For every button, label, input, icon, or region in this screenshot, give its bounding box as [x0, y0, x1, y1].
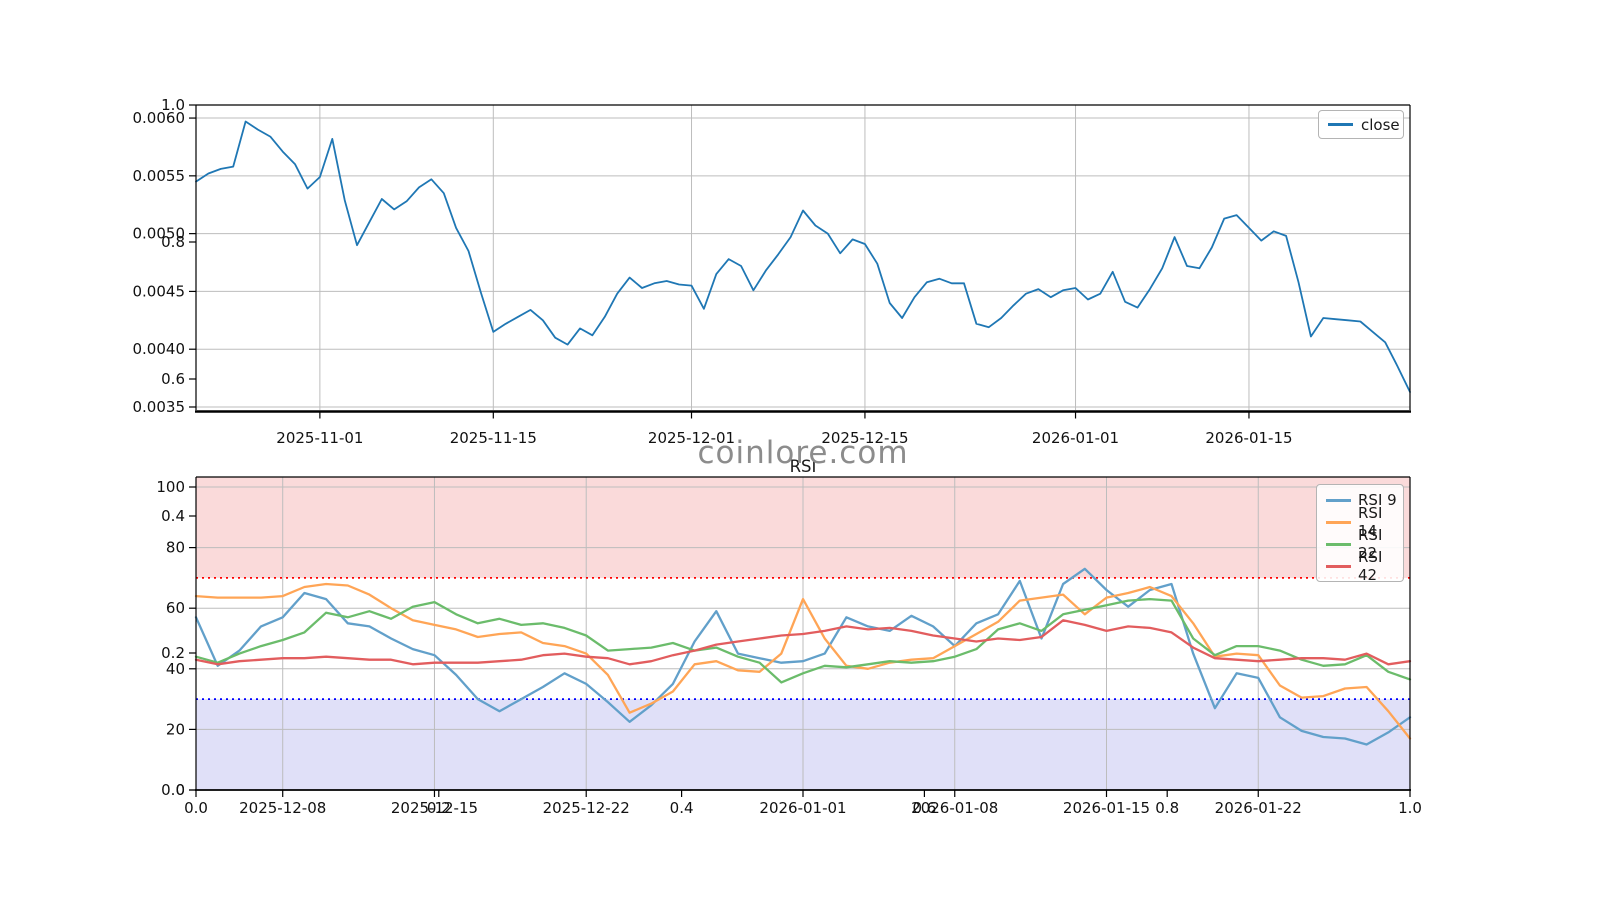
y-tick-label: 0.0040	[133, 340, 186, 358]
x-tick-label: 2025-12-08	[239, 799, 326, 817]
rsi-14-swatch	[1326, 520, 1351, 524]
x-tick-label: 2025-12-22	[543, 799, 630, 817]
rsi-subplot-title: RSI	[790, 457, 817, 476]
rsi-9-legend-label: RSI 9	[1358, 491, 1397, 509]
rsi-9-swatch	[1326, 498, 1351, 502]
rsi-22-legend-label: RSI 22	[1358, 526, 1383, 562]
x-tick-label: 2025-12-01	[648, 429, 735, 447]
y-tick-label: 0.0045	[133, 282, 186, 300]
bg-axis-y-tick-label: 1.0	[161, 96, 185, 114]
bg-axis-y-tick-label: 0.4	[161, 507, 185, 525]
bg-axis-y-tick-label: 0.2	[161, 644, 185, 662]
bg-axis-x-tick-label: 0.2	[427, 799, 451, 817]
y-tick-label: 40	[166, 660, 185, 678]
bg-axis-x-tick-label: 1.0	[1398, 799, 1422, 817]
rsi-legend: RSI 9 RSI 14 RSI 22 RSI 42	[1316, 484, 1404, 584]
x-tick-label: 2026-01-22	[1215, 799, 1302, 817]
y-tick-label: 0.0055	[133, 167, 186, 185]
x-tick-label: 2025-11-15	[450, 429, 537, 447]
bg-axis-x-tick-label: 0.4	[670, 799, 694, 817]
y-tick-label: 0	[175, 781, 185, 799]
x-tick-label: 2026-01-15	[1205, 429, 1292, 447]
rsi-legend-row: RSI 22	[1326, 526, 1403, 562]
x-tick-label: 2026-01-08	[911, 799, 998, 817]
watermark: coinlore.com	[697, 435, 908, 471]
rsi-22-swatch	[1326, 542, 1351, 546]
rsi-42-swatch	[1326, 564, 1351, 568]
close-line-swatch	[1328, 123, 1353, 126]
x-tick-label: 2025-11-01	[276, 429, 363, 447]
y-tick-label: 60	[166, 599, 185, 617]
bg-axis-y-tick-label: 0.8	[161, 233, 185, 251]
bg-axis-x-tick-label: 0.0	[184, 799, 208, 817]
y-tick-label: 100	[156, 478, 185, 496]
x-tick-label: 2025-12-15	[821, 429, 908, 447]
y-tick-label: 0.0050	[133, 225, 186, 243]
x-tick-label: 2026-01-01	[1032, 429, 1119, 447]
rsi-legend-row: RSI 9	[1326, 491, 1403, 509]
y-tick-label: 0.0060	[133, 109, 186, 127]
bg-axis-y-tick-label: 0.6	[161, 370, 185, 388]
rsi-14-legend-label: RSI 14	[1358, 504, 1383, 540]
rsi-legend-row: RSI 42	[1326, 548, 1403, 584]
rsi-22-line	[194, 597, 1412, 684]
close-line	[195, 120, 1411, 393]
bg-axis-x-tick-label: 0.8	[1155, 799, 1179, 817]
y-tick-label: 0.0035	[133, 398, 186, 416]
x-tick-label: 2025-12-15	[391, 799, 478, 817]
bg-axis-y-tick-label: 0.0	[161, 781, 185, 799]
price-legend: close	[1318, 110, 1404, 139]
rsi-legend-row: RSI 14	[1326, 504, 1403, 540]
x-tick-label: 2026-01-01	[759, 799, 846, 817]
y-tick-label: 20	[166, 720, 185, 738]
close-legend-label: close	[1361, 115, 1400, 134]
x-tick-label: 2026-01-15	[1063, 799, 1150, 817]
rsi-9-line	[194, 567, 1412, 746]
y-tick-label: 80	[166, 539, 185, 557]
rsi-14-line	[194, 582, 1412, 740]
rsi-42-line	[194, 619, 1412, 666]
bg-axis-x-tick-label: 0.6	[912, 799, 936, 817]
rsi-42-legend-label: RSI 42	[1358, 548, 1383, 584]
